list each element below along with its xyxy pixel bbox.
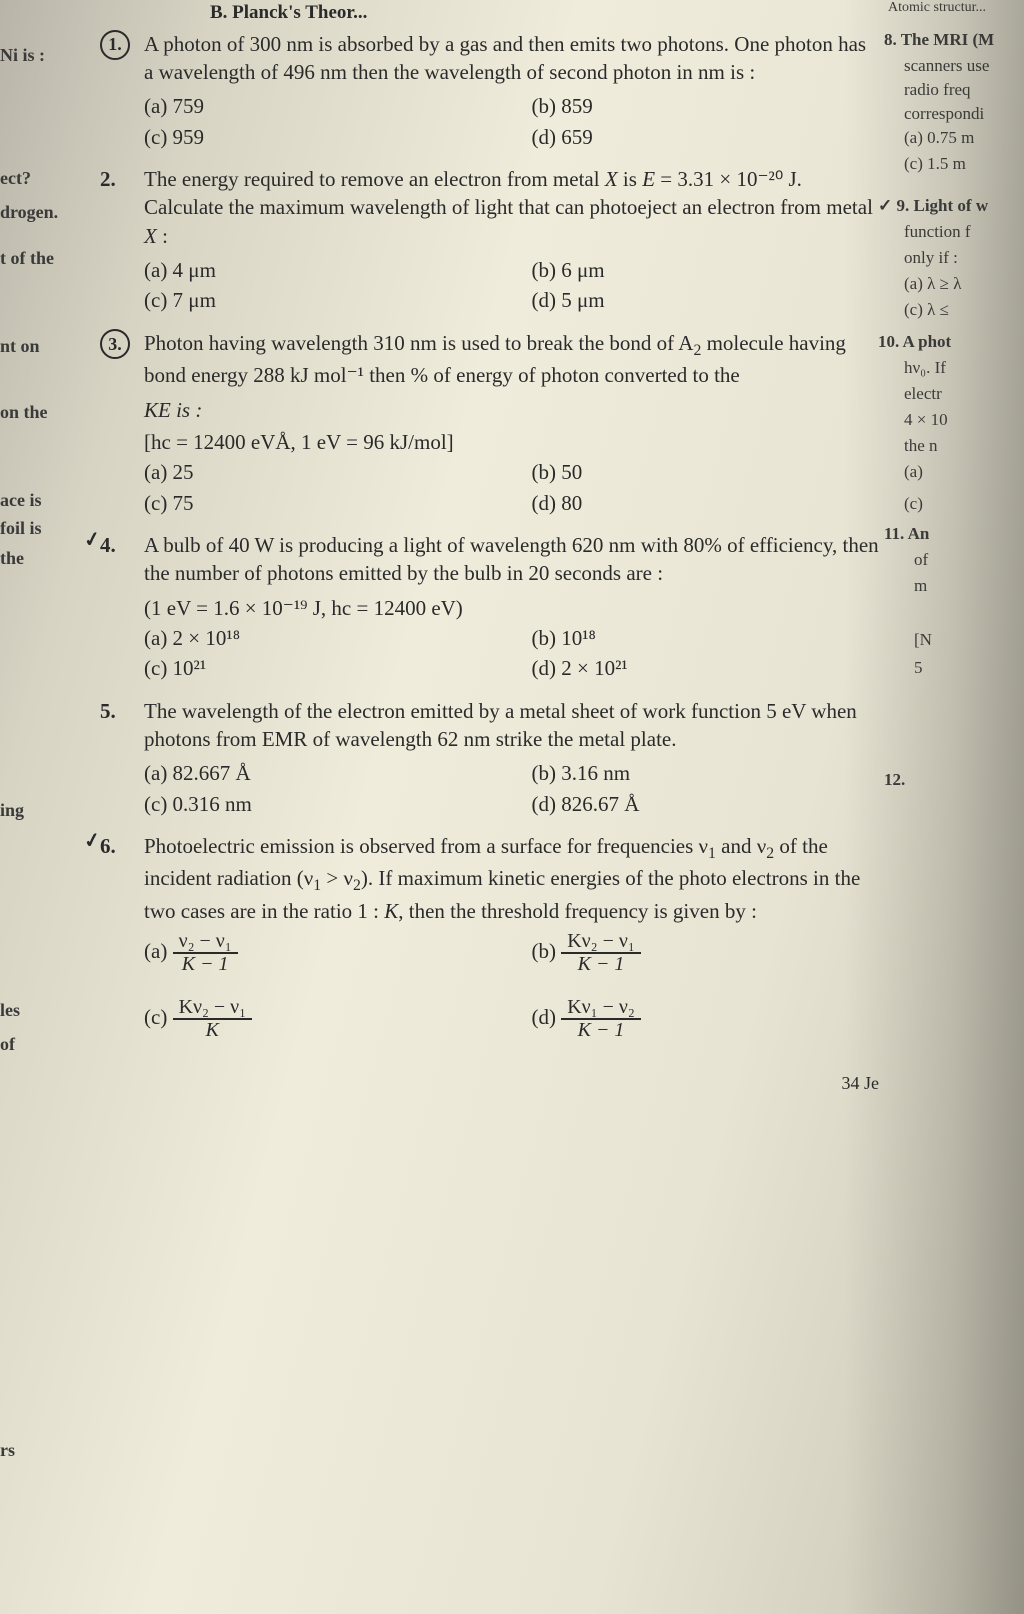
margin-text: ✓ 9. Light of w (878, 196, 988, 216)
ke-label: KE is : (144, 396, 879, 424)
options: (a) 82.667 Å (b) 3.16 nm (c) 0.316 nm (d… (144, 759, 879, 818)
page: Ni is : ect? drogen. t of the nt on on t… (0, 0, 1024, 1614)
option-d: (d) 2 × 10²¹ (532, 654, 880, 682)
options: (a) 25 (b) 50 (c) 75 (d) 80 (144, 458, 879, 517)
question-number: 1. (100, 30, 130, 60)
margin-text: (c) λ ≤ (904, 300, 949, 320)
option-b: (b) 50 (532, 458, 880, 486)
margin-text: [N (914, 630, 932, 650)
option-d: (d) 5 μm (532, 286, 880, 314)
option-a: (a) 25 (144, 458, 492, 486)
hc-note: [hc = 12400 eVÅ, 1 eV = 96 kJ/mol] (144, 428, 879, 456)
margin-text: 8. The MRI (M (884, 30, 994, 50)
margin-text: radio freq (904, 80, 971, 100)
margin-text: (a) λ ≥ λ (904, 274, 961, 294)
option-c: (c) Kν₂ − ν₁K (144, 997, 492, 1041)
margin-text: nt on (0, 336, 40, 357)
question-text: A bulb of 40 W is producing a light of w… (144, 531, 879, 588)
options: (a) 4 μm (b) 6 μm (c) 7 μm (d) 5 μm (144, 256, 879, 315)
margin-text: ect? (0, 168, 31, 189)
margin-text: (c) (904, 494, 923, 514)
margin-text: of (0, 1034, 15, 1055)
margin-text: drogen. (0, 202, 58, 223)
margin-text: 5 (914, 658, 923, 678)
option-a: (a) 82.667 Å (144, 759, 492, 787)
footer-fragment: 34 Je (100, 1071, 879, 1095)
margin-text: the (0, 548, 24, 569)
option-b: (b) 859 (532, 92, 880, 120)
section-heading: B. Planck's Theor... (210, 0, 879, 26)
options: (a) 2 × 10¹⁸ (b) 10¹⁸ (c) 10²¹ (d) 2 × 1… (144, 624, 879, 683)
margin-text: of (914, 550, 928, 570)
option-d: (d) Kν₁ − ν₂K − 1 (532, 997, 880, 1041)
margin-text: les (0, 1000, 20, 1021)
question-number: 5. (100, 697, 116, 725)
margin-text: 10. A phot (878, 332, 951, 352)
option-c: (c) 75 (144, 489, 492, 517)
margin-text: m (914, 576, 927, 596)
question-5: 5. The wavelength of the electron emitte… (100, 697, 879, 818)
option-b: (b) 10¹⁸ (532, 624, 880, 652)
option-c: (c) 7 μm (144, 286, 492, 314)
right-margin: Atomic structur... 8. The MRI (M scanner… (884, 0, 1024, 1614)
option-a: (a) 759 (144, 92, 492, 120)
question-text: Photon having wavelength 310 nm is used … (144, 329, 879, 390)
margin-text: 11. An (884, 524, 929, 544)
margin-text: Ni is : (0, 45, 45, 66)
margin-text: (a) 0.75 m (904, 128, 974, 148)
option-d: (d) 659 (532, 123, 880, 151)
margin-text: foil is (0, 518, 42, 539)
option-c: (c) 0.316 nm (144, 790, 492, 818)
question-2: 2. The energy required to remove an elec… (100, 165, 879, 315)
left-margin: Ni is : ect? drogen. t of the nt on on t… (0, 0, 90, 1614)
margin-text: rs (0, 1440, 15, 1461)
margin-text: ace is (0, 490, 41, 511)
ev-note: (1 eV = 1.6 × 10⁻¹⁹ J, hc = 12400 eV) (144, 594, 879, 622)
options: (a) 759 (b) 859 (c) 959 (d) 659 (144, 92, 879, 151)
question-number: 6. (100, 832, 116, 860)
option-a: (a) 4 μm (144, 256, 492, 284)
option-a: (a) ν₂ − ν₁K − 1 (144, 931, 492, 975)
option-b: (b) Kν₂ − ν₁K − 1 (532, 931, 880, 975)
margin-text: on the (0, 402, 48, 423)
margin-text: function f (904, 222, 971, 242)
margin-text: ing (0, 800, 24, 821)
margin-text: the n (904, 436, 938, 456)
question-text: A photon of 300 nm is absorbed by a gas … (144, 30, 879, 87)
question-text: The wavelength of the electron emitted b… (144, 697, 879, 754)
question-text: Photoelectric emission is observed from … (144, 832, 879, 925)
question-4: 4. A bulb of 40 W is producing a light o… (100, 531, 879, 683)
option-d: (d) 80 (532, 489, 880, 517)
question-number: 4. (100, 531, 116, 559)
option-a: (a) 2 × 10¹⁸ (144, 624, 492, 652)
margin-text: Atomic structur... (888, 0, 986, 16)
margin-text: correspondi (904, 104, 984, 124)
question-1: 1. A photon of 300 nm is absorbed by a g… (100, 30, 879, 151)
margin-text: (c) 1.5 m (904, 154, 966, 174)
margin-text: electr (904, 384, 942, 404)
margin-text: hν₀. If (904, 358, 946, 378)
option-c: (c) 959 (144, 123, 492, 151)
margin-text: 12. (884, 770, 905, 790)
question-3: 3. Photon having wavelength 310 nm is us… (100, 329, 879, 517)
question-text: The energy required to remove an electro… (144, 165, 879, 250)
question-number: 3. (100, 329, 130, 359)
option-b: (b) 6 μm (532, 256, 880, 284)
option-d: (d) 826.67 Å (532, 790, 880, 818)
main-column: B. Planck's Theor... 1. A photon of 300 … (100, 0, 879, 1095)
margin-text: t of the (0, 248, 54, 269)
margin-text: 4 × 10 (904, 410, 948, 430)
option-b: (b) 3.16 nm (532, 759, 880, 787)
option-c: (c) 10²¹ (144, 654, 492, 682)
options: (a) ν₂ − ν₁K − 1 (b) Kν₂ − ν₁K − 1 (c) K… (144, 931, 879, 1041)
margin-text: only if : (904, 248, 958, 268)
margin-text: (a) (904, 462, 923, 482)
question-number: 2. (100, 165, 116, 193)
question-6: 6. Photoelectric emission is observed fr… (100, 832, 879, 1041)
margin-text: scanners use (904, 56, 989, 76)
